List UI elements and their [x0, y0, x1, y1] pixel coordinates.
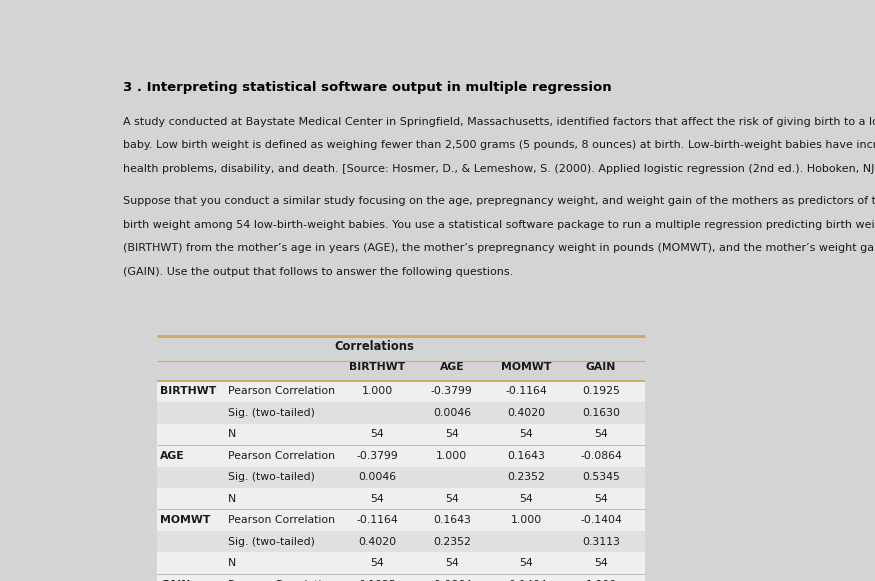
- Text: -0.1164: -0.1164: [506, 386, 547, 396]
- Bar: [157, 381, 645, 402]
- Text: 1.000: 1.000: [361, 386, 393, 396]
- Text: -0.1404: -0.1404: [580, 515, 622, 525]
- Text: 0.1925: 0.1925: [358, 580, 396, 581]
- Text: 0.3113: 0.3113: [582, 537, 620, 547]
- Text: 0.2352: 0.2352: [433, 537, 471, 547]
- Text: health problems, disability, and death. [Source: Hosmer, D., & Lemeshow, S. (200: health problems, disability, and death. …: [123, 164, 875, 174]
- Bar: [157, 402, 645, 424]
- Text: MOMWT: MOMWT: [160, 515, 211, 525]
- Text: Correlations: Correlations: [334, 340, 414, 353]
- Text: 54: 54: [594, 558, 608, 568]
- Text: 54: 54: [370, 429, 384, 439]
- Text: GAIN: GAIN: [160, 580, 191, 581]
- Text: Sig. (two-tailed): Sig. (two-tailed): [228, 537, 315, 547]
- Text: Pearson Correlation: Pearson Correlation: [228, 451, 335, 461]
- Text: 54: 54: [445, 558, 458, 568]
- Text: 0.0046: 0.0046: [358, 472, 396, 482]
- Text: Pearson Correlation: Pearson Correlation: [228, 515, 335, 525]
- Text: MOMWT: MOMWT: [501, 362, 551, 372]
- Text: Sig. (two-tailed): Sig. (two-tailed): [228, 472, 315, 482]
- Text: A study conducted at Baystate Medical Center in Springfield, Massachusetts, iden: A study conducted at Baystate Medical Ce…: [123, 117, 875, 127]
- Text: 54: 54: [370, 494, 384, 504]
- Text: 54: 54: [445, 429, 458, 439]
- Text: 54: 54: [594, 494, 608, 504]
- Text: (GAIN). Use the output that follows to answer the following questions.: (GAIN). Use the output that follows to a…: [123, 267, 513, 277]
- Text: Sig. (two-tailed): Sig. (two-tailed): [228, 408, 315, 418]
- Text: 54: 54: [520, 558, 533, 568]
- Text: 0.0046: 0.0046: [433, 408, 471, 418]
- Text: 1.000: 1.000: [437, 451, 467, 461]
- Text: 0.2352: 0.2352: [507, 472, 545, 482]
- Text: 54: 54: [445, 494, 458, 504]
- Bar: [157, 531, 645, 553]
- Text: N: N: [228, 494, 236, 504]
- Text: -0.3799: -0.3799: [356, 451, 398, 461]
- Text: 54: 54: [594, 429, 608, 439]
- Bar: [157, 488, 645, 510]
- Text: (BIRTHWT) from the mother’s age in years (AGE), the mother’s prepregnancy weight: (BIRTHWT) from the mother’s age in years…: [123, 243, 875, 253]
- Text: 0.4020: 0.4020: [358, 537, 396, 547]
- Text: 0.1925: 0.1925: [582, 386, 620, 396]
- Text: Pearson Correlation: Pearson Correlation: [228, 580, 335, 581]
- Text: -0.1164: -0.1164: [356, 515, 398, 525]
- Text: 0.5345: 0.5345: [582, 472, 620, 482]
- Text: Suppose that you conduct a similar study focusing on the age, prepregnancy weigh: Suppose that you conduct a similar study…: [123, 196, 875, 206]
- Text: 54: 54: [370, 558, 384, 568]
- Text: Pearson Correlation: Pearson Correlation: [228, 386, 335, 396]
- Bar: [157, 424, 645, 445]
- Text: BIRTHWT: BIRTHWT: [349, 362, 405, 372]
- Text: N: N: [228, 558, 236, 568]
- Text: BIRTHWT: BIRTHWT: [160, 386, 216, 396]
- Text: N: N: [228, 429, 236, 439]
- Bar: [157, 574, 645, 581]
- Bar: [157, 467, 645, 488]
- Text: -0.0864: -0.0864: [580, 451, 622, 461]
- Bar: [157, 510, 645, 531]
- Text: 54: 54: [520, 429, 533, 439]
- Text: baby. Low birth weight is defined as weighing fewer than 2,500 grams (5 pounds, : baby. Low birth weight is defined as wei…: [123, 141, 875, 150]
- Text: 3 . Interpreting statistical software output in multiple regression: 3 . Interpreting statistical software ou…: [123, 81, 612, 94]
- Text: 54: 54: [520, 494, 533, 504]
- Bar: [157, 445, 645, 467]
- Text: 0.1643: 0.1643: [507, 451, 545, 461]
- Text: 1.000: 1.000: [585, 580, 617, 581]
- Text: GAIN: GAIN: [586, 362, 616, 372]
- Text: -0.3799: -0.3799: [431, 386, 473, 396]
- Text: 0.4020: 0.4020: [507, 408, 545, 418]
- Text: 1.000: 1.000: [511, 515, 542, 525]
- Text: -0.1404: -0.1404: [506, 580, 548, 581]
- Text: AGE: AGE: [439, 362, 464, 372]
- Text: 0.1630: 0.1630: [582, 408, 620, 418]
- Text: AGE: AGE: [160, 451, 185, 461]
- Text: birth weight among 54 low-birth-weight babies. You use a statistical software pa: birth weight among 54 low-birth-weight b…: [123, 220, 875, 229]
- Text: 0.1643: 0.1643: [433, 515, 471, 525]
- Bar: [157, 553, 645, 574]
- Text: -0.0864: -0.0864: [430, 580, 473, 581]
